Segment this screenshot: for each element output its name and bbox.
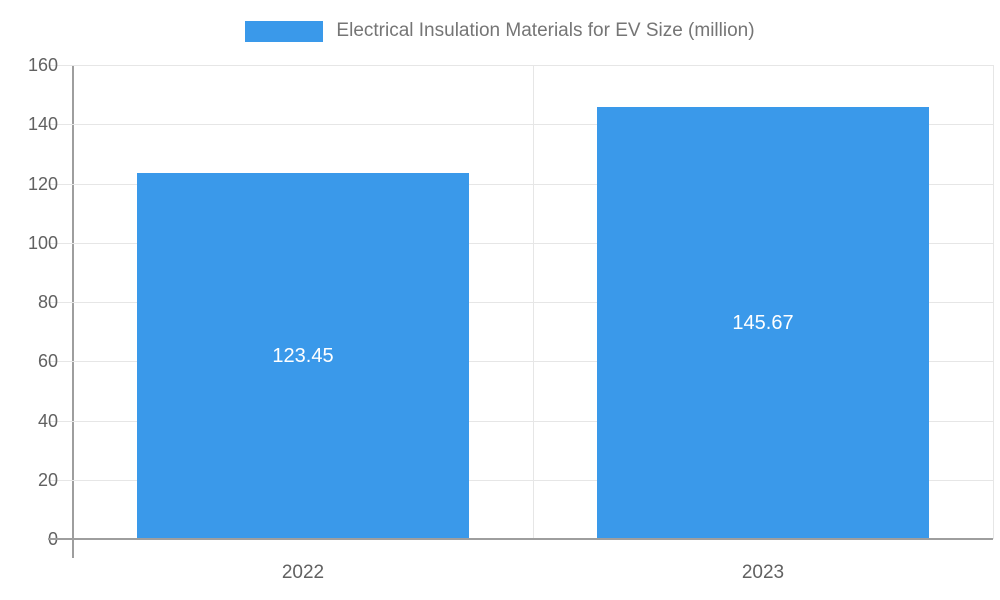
- y-tick-label: 20: [37, 469, 58, 490]
- y-axis-line: [72, 65, 74, 558]
- v-gridline: [993, 65, 994, 539]
- h-gridline: [50, 242, 993, 244]
- y-tick-label: 140: [27, 114, 58, 135]
- h-gridline: [50, 420, 993, 422]
- x-tick-label: 2023: [741, 562, 785, 583]
- y-tick-label: 160: [27, 55, 58, 75]
- bar-value-label: 145.67: [732, 311, 794, 334]
- v-gridline: [533, 65, 534, 539]
- bar-value-label: 123.45: [272, 344, 334, 367]
- h-gridline: [50, 479, 993, 481]
- bar-2023[interactable]: 145.67: [597, 107, 929, 539]
- bar-2022[interactable]: 123.45: [137, 173, 469, 539]
- h-gridline: [50, 361, 993, 363]
- y-tick-label: 80: [37, 292, 58, 312]
- y-tick-label: 100: [27, 232, 58, 253]
- y-tick-label: 60: [37, 351, 58, 372]
- x-axis-baseline: [48, 538, 993, 540]
- h-gridline: [50, 183, 993, 185]
- legend-swatch-icon: [245, 20, 324, 42]
- h-gridline: [50, 302, 993, 303]
- h-gridline: [50, 65, 993, 66]
- x-tick-label: 2022: [281, 562, 325, 583]
- y-tick-label: 120: [27, 173, 58, 194]
- y-tick-label: 40: [37, 410, 58, 431]
- legend: Electrical Insulation Materials for EV S…: [0, 18, 1000, 44]
- legend-label: Electrical Insulation Materials for EV S…: [336, 20, 755, 41]
- h-gridline: [50, 124, 993, 126]
